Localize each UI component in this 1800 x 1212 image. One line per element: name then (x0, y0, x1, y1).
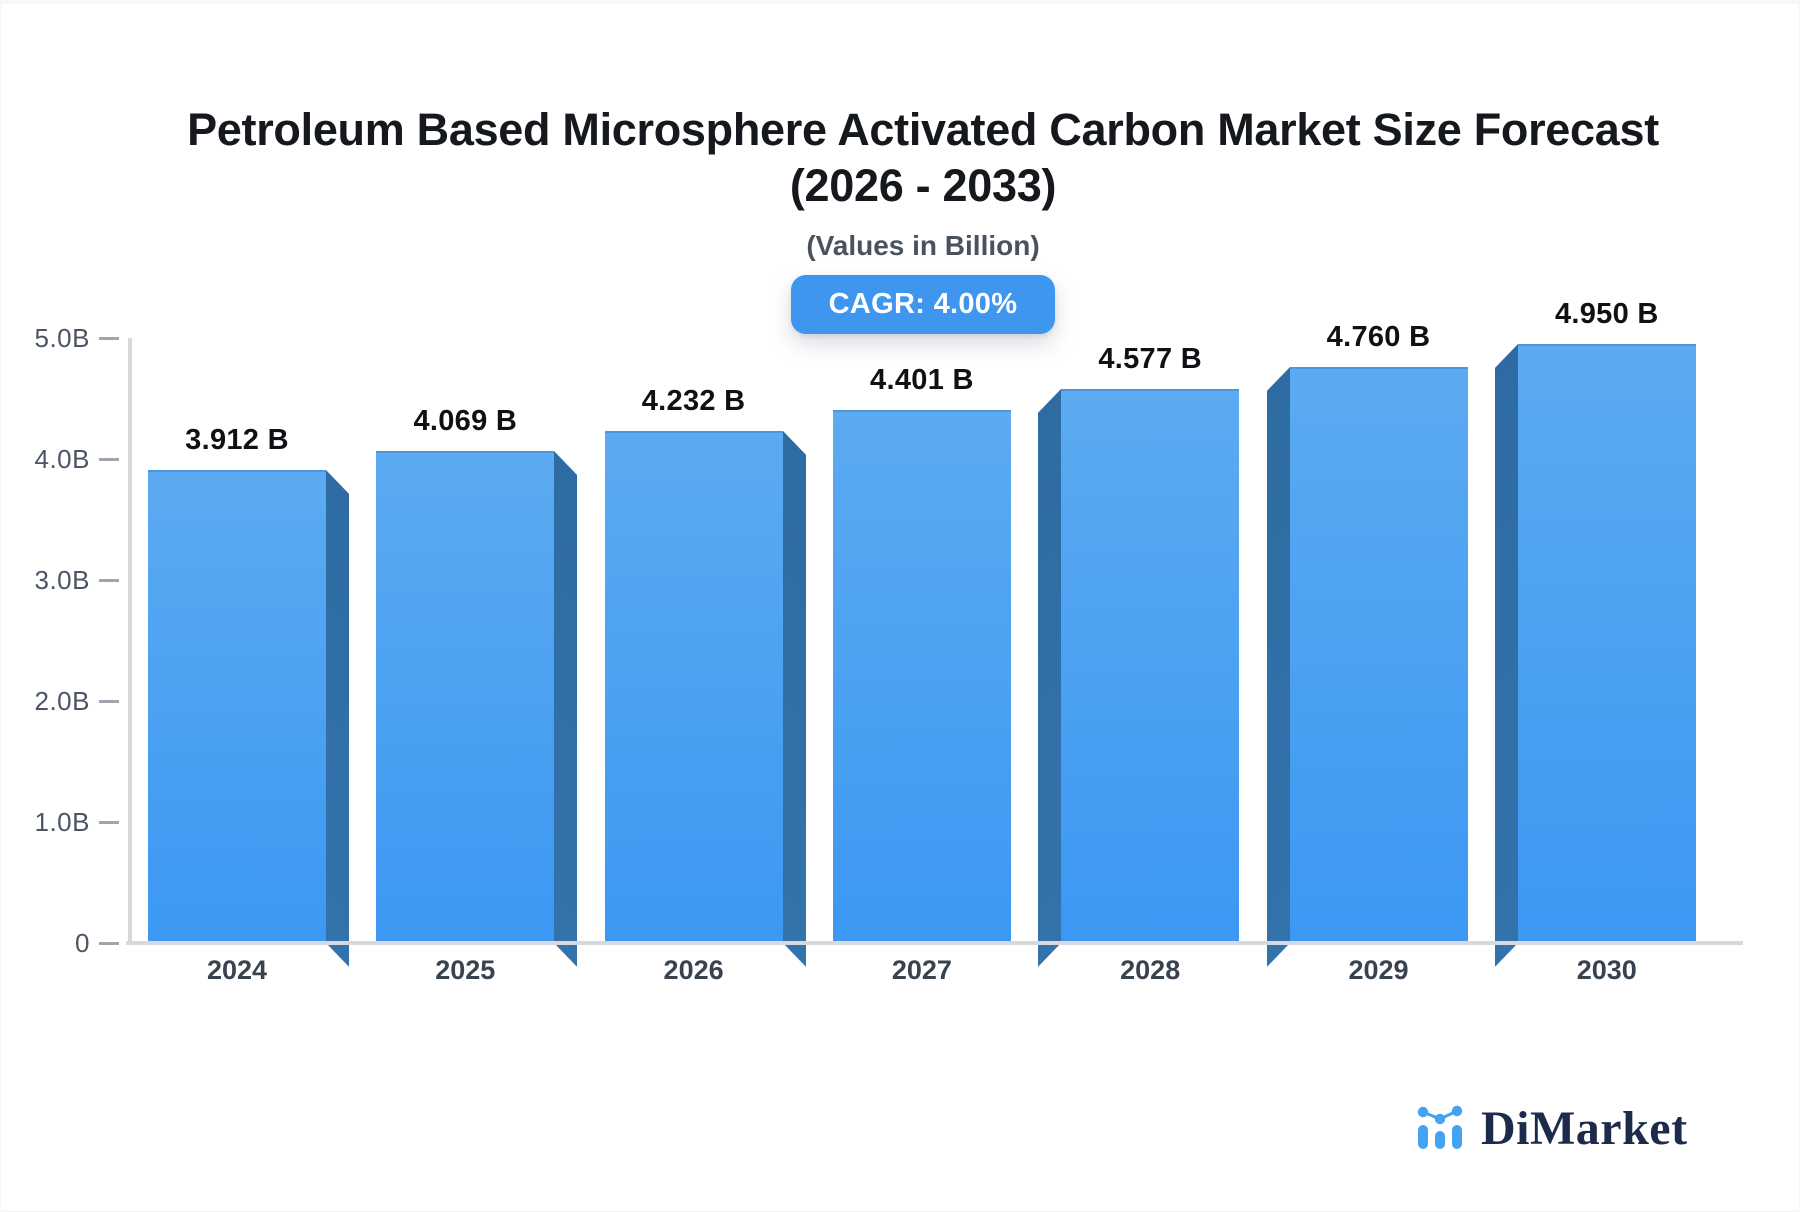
x-axis-label-2024: 2024 (206, 955, 268, 985)
brand-chart-icon (1417, 1105, 1463, 1149)
x-axis-baseline (126, 941, 1743, 945)
y-tick-dash-0 (99, 942, 119, 945)
bar-2024 (148, 469, 326, 943)
y-tick-label-2.0B: 2.0B (34, 686, 90, 716)
bar-value-label-2028: 4.577 B (1098, 343, 1203, 376)
bar-2030 (1517, 344, 1696, 943)
cagr-badge: CAGR: 4.00% (790, 275, 1056, 334)
bar-2028 (1061, 389, 1240, 943)
bar-2029 (1289, 367, 1468, 943)
chart-subtitle: (Values in Billion) (806, 230, 1040, 261)
y-axis-line (128, 338, 132, 945)
y-tick-dash-1.0B (99, 821, 119, 824)
bar-value-label-2027: 4.401 B (870, 364, 974, 397)
bar-2025 (376, 450, 555, 943)
bar-value-label-2029: 4.760 B (1326, 321, 1431, 354)
bar-side-2029 (1266, 367, 1290, 967)
bar-side-2026 (782, 430, 806, 967)
y-tick-dash-2.0B (99, 700, 119, 703)
x-axis-label-2026: 2026 (663, 955, 724, 985)
y-tick-dash-4.0B (99, 458, 119, 461)
x-axis-label-2030: 2030 (1576, 955, 1637, 985)
bar-2027 (832, 410, 1011, 943)
brand-logo: DiMarket (1414, 1092, 1688, 1156)
bar-value-label-2026: 4.232 B (641, 384, 746, 417)
bar-side-2028 (1038, 389, 1062, 967)
bar-value-label-2024: 3.912 B (185, 423, 289, 456)
bar-side-2024 (326, 469, 349, 967)
y-tick-label-3.0B: 3.0B (34, 565, 90, 595)
bar-value-label-2025: 4.069 B (413, 404, 518, 437)
y-tick-label-4.0B: 4.0B (34, 444, 90, 474)
bar-side-2030 (1494, 344, 1518, 967)
bar-2026 (604, 430, 783, 943)
x-axis-label-2025: 2025 (435, 955, 496, 985)
x-axis-label-2028: 2028 (1120, 955, 1181, 985)
y-tick-dash-3.0B (99, 579, 119, 582)
x-axis-label-2027: 2027 (891, 955, 952, 985)
bar-value-label-2030: 4.950 B (1554, 298, 1659, 331)
y-tick-dash-5.0B (99, 337, 119, 340)
chart-header: Petroleum Based Microsphere Activated Ca… (46, 102, 1800, 334)
bar-side-2025 (554, 450, 578, 967)
y-tick-label-5.0B: 5.0B (34, 323, 90, 353)
x-axis-label-2029: 2029 (1348, 955, 1409, 985)
brand-name: DiMarket (1481, 1102, 1688, 1156)
chart-title: Petroleum Based Microsphere Activated Ca… (187, 104, 1659, 211)
y-tick-label-1.0B: 1.0B (34, 807, 90, 837)
y-tick-label-0: 0 (75, 928, 90, 958)
